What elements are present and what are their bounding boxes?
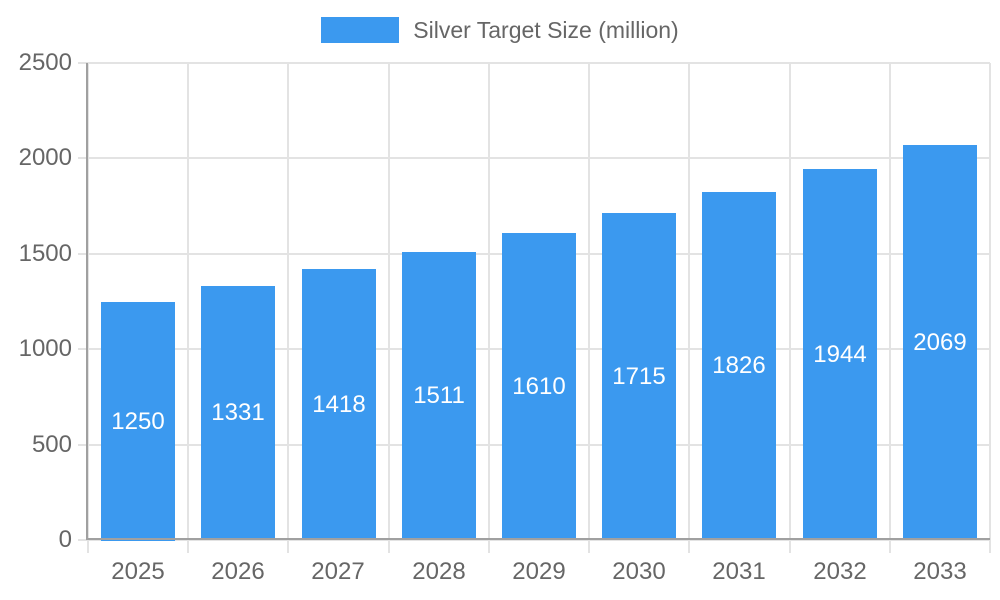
x-gridline bbox=[388, 63, 390, 553]
bar-2029[interactable]: 1610 bbox=[502, 233, 576, 540]
bar-2025[interactable]: 1250 bbox=[101, 302, 175, 541]
bar-value-label: 1250 bbox=[111, 407, 165, 435]
bar-2027[interactable]: 1418 bbox=[302, 269, 376, 540]
bar-value-label: 1715 bbox=[612, 362, 666, 390]
x-gridline bbox=[989, 63, 991, 553]
legend-label: Silver Target Size (million) bbox=[413, 17, 679, 43]
bar-value-label: 1826 bbox=[712, 352, 766, 379]
bar-value-label: 1331 bbox=[211, 399, 265, 426]
y-gridline-2000 bbox=[78, 157, 990, 159]
x-axis-tick-label: 2031 bbox=[712, 558, 766, 585]
bar-2028[interactable]: 1511 bbox=[402, 252, 476, 540]
x-gridline bbox=[588, 63, 590, 553]
x-axis-tick-label: 2027 bbox=[311, 558, 365, 585]
y-axis-tick-label: 0 bbox=[58, 526, 72, 553]
bar-value-label: 1944 bbox=[813, 340, 867, 368]
x-axis-tick-label: 2032 bbox=[813, 558, 867, 585]
x-gridline bbox=[789, 63, 791, 553]
y-axis-tick-label: 2500 bbox=[18, 49, 72, 76]
x-gridline bbox=[287, 63, 289, 553]
x-axis-tick-label: 2029 bbox=[512, 558, 566, 585]
bar-2031[interactable]: 1826 bbox=[702, 192, 776, 540]
x-axis-tick-label: 2025 bbox=[111, 558, 165, 585]
x-axis-tick-label: 2030 bbox=[612, 558, 666, 585]
bar-value-label: 2069 bbox=[913, 328, 967, 356]
x-axis-tick-label: 2028 bbox=[412, 558, 466, 585]
y-axis-tick-label: 500 bbox=[31, 431, 72, 458]
bar-2033[interactable]: 2069 bbox=[903, 145, 977, 540]
bar-value-label: 1418 bbox=[312, 390, 366, 418]
x-gridline bbox=[187, 63, 189, 553]
x-axis-line bbox=[86, 538, 990, 540]
x-gridline bbox=[488, 63, 490, 553]
y-axis-tick-label: 2000 bbox=[18, 144, 72, 171]
bar-value-label: 1511 bbox=[413, 382, 465, 409]
y-axis-line bbox=[86, 63, 88, 540]
bar-value-label: 1610 bbox=[512, 372, 566, 400]
y-gridline-2500 bbox=[78, 62, 990, 64]
x-gridline bbox=[889, 63, 891, 553]
x-gridline bbox=[87, 63, 89, 553]
legend-swatch bbox=[321, 17, 400, 43]
x-axis-tick-label: 2033 bbox=[913, 558, 967, 585]
x-gridline bbox=[688, 63, 690, 553]
bar-2032[interactable]: 1944 bbox=[803, 169, 877, 540]
x-axis-tick-label: 2026 bbox=[211, 558, 265, 585]
y-axis-tick-label: 1000 bbox=[18, 335, 72, 362]
legend[interactable]: Silver Target Size (million) bbox=[0, 17, 1000, 43]
bar-2026[interactable]: 1331 bbox=[201, 286, 275, 540]
y-gridline-0 bbox=[78, 539, 990, 541]
bar-2030[interactable]: 1715 bbox=[602, 213, 676, 540]
y-axis-tick-label: 1500 bbox=[18, 240, 72, 267]
